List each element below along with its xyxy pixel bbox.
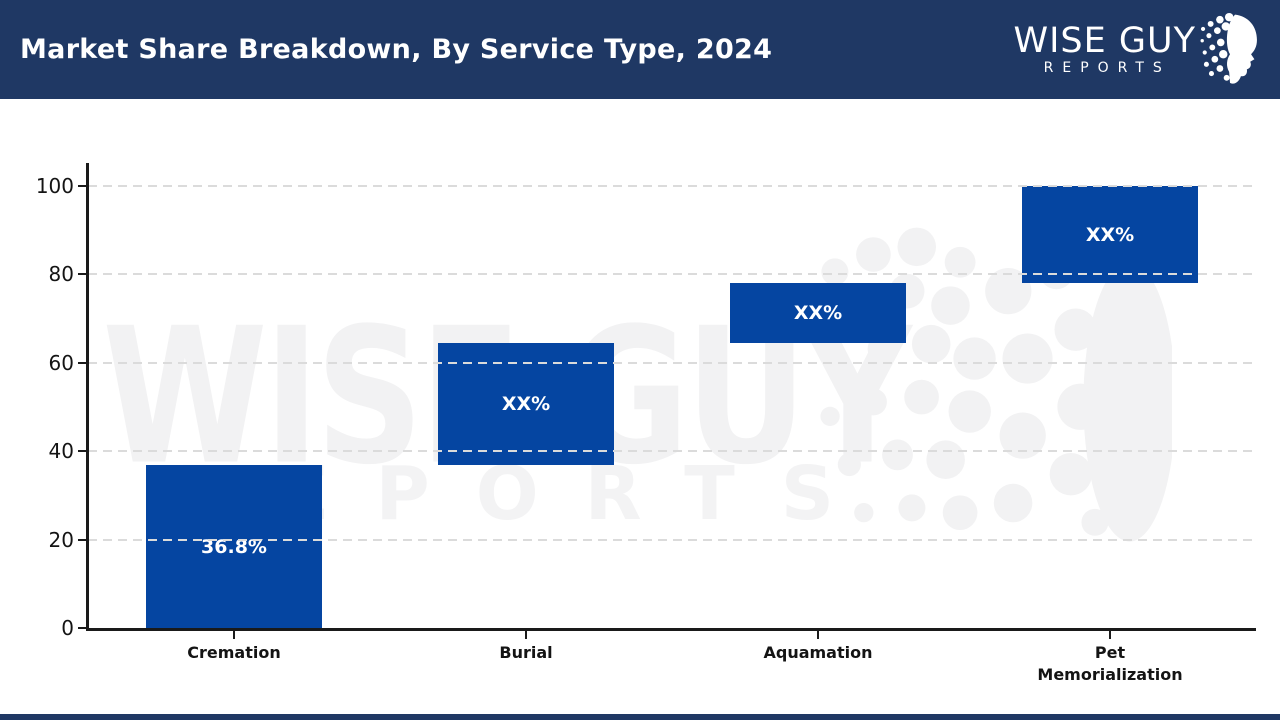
gridline-40 — [88, 450, 1256, 453]
logo-text: WISE GUY REPORTS — [1013, 21, 1196, 77]
y-tick-label-100: 100 — [35, 174, 74, 198]
bar-value-label: 36.8% — [201, 535, 267, 558]
y-tick-60 — [78, 361, 86, 364]
chart: WISE GUY REPORTS 36.8% XX% XX% XX% 0 20 40 60 80… — [0, 99, 1280, 714]
watermark-head-icon — [815, 227, 1172, 542]
bar-value-label: XX% — [793, 302, 843, 325]
x-category-label-3: Pet Memorialization — [1037, 643, 1183, 684]
gridline-20 — [88, 538, 1256, 541]
y-tick-label-40: 40 — [48, 439, 74, 464]
gridline-80 — [88, 273, 1256, 276]
x-tick-3 — [1109, 631, 1111, 639]
gridline-60 — [88, 361, 1256, 364]
x-tick-1 — [525, 631, 527, 639]
x-category-label-0: Cremation — [187, 643, 281, 662]
y-tick-0 — [78, 627, 86, 629]
y-axis-spine — [86, 163, 89, 631]
x-axis-spine — [86, 628, 1256, 631]
y-tick-label-60: 60 — [48, 350, 74, 375]
bar-value-label: XX% — [501, 393, 551, 416]
x-category-label-1: Burial — [499, 643, 553, 662]
wise-guy-reports-logo: WISE GUY REPORTS — [1013, 11, 1262, 89]
wiseguy-head-icon — [1200, 12, 1257, 84]
bar-value-label: XX% — [1085, 223, 1135, 246]
x-tick-2 — [817, 631, 819, 639]
x-category-label-2: Aquamation — [763, 643, 873, 662]
page-title: Market Share Breakdown, By Service Type,… — [20, 34, 773, 65]
bar-pet-memorialization: XX% — [1022, 186, 1198, 284]
gridline-100 — [88, 185, 1256, 187]
x-tick-0 — [233, 631, 235, 639]
bar-cremation: 36.8% — [146, 465, 322, 628]
bar-aquamation: XX% — [730, 283, 906, 343]
logo-name: WISE GUY — [1013, 21, 1196, 61]
y-tick-label-80: 80 — [48, 262, 74, 287]
y-tick-label-20: 20 — [48, 527, 74, 552]
footer-strip — [0, 714, 1280, 720]
y-tick-80 — [78, 273, 86, 276]
y-tick-100 — [78, 185, 86, 187]
y-tick-20 — [78, 538, 86, 541]
y-tick-label-0: 0 — [61, 616, 74, 640]
logo-suffix: REPORTS — [1043, 60, 1171, 76]
header: Market Share Breakdown, By Service Type,… — [0, 0, 1280, 99]
y-tick-40 — [78, 450, 86, 453]
